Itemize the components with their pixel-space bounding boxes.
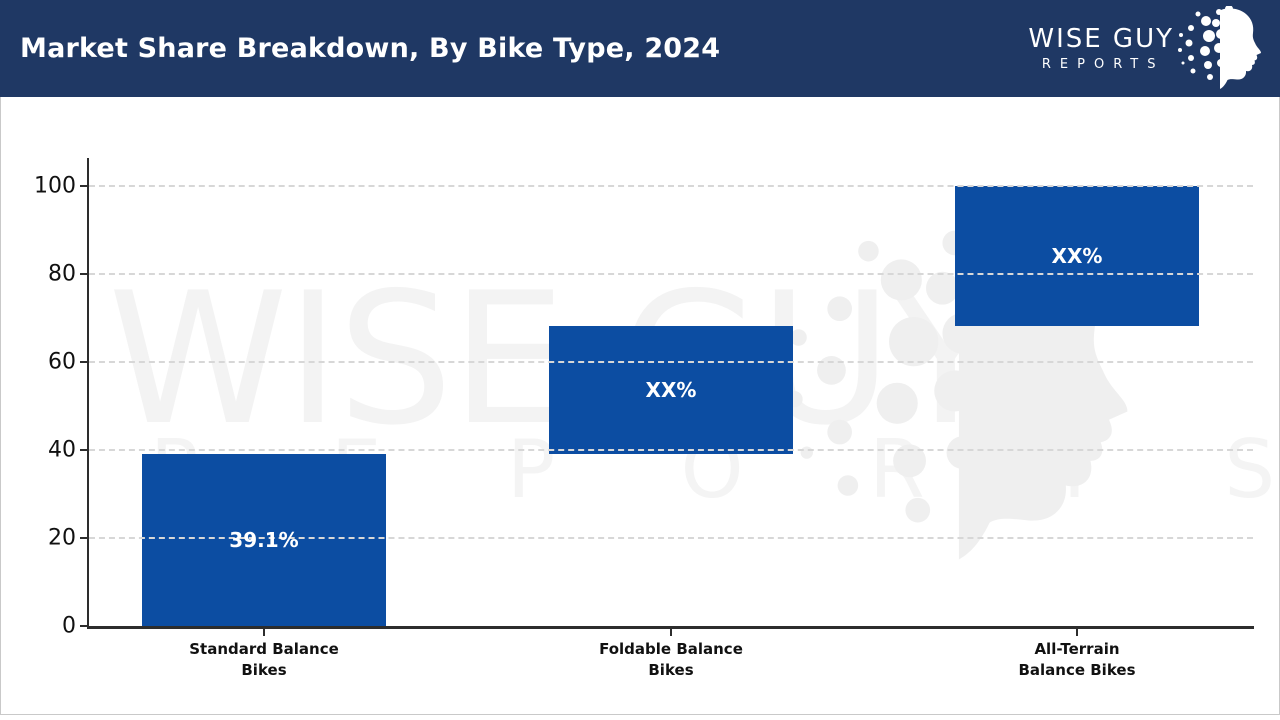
x-tick-mark: [1076, 629, 1078, 636]
x-category-label: Standard Balance Bikes: [189, 640, 339, 679]
bar-value-label: 39.1%: [229, 527, 299, 552]
x-axis-line: [87, 626, 1254, 629]
wiseguy-logo-text: WISE GUY REPORTS: [1028, 26, 1174, 71]
x-category-label: Foldable Balance Bikes: [599, 640, 743, 679]
bar-segment: [955, 186, 1199, 326]
y-tick-mark: [80, 273, 88, 275]
y-tick-label: 40: [48, 437, 76, 463]
y-tick-label: 20: [48, 525, 76, 551]
gridline: [89, 537, 1253, 539]
wiseguy-logo: WISE GUY REPORTS: [1028, 6, 1280, 91]
chart-title: Market Share Breakdown, By Bike Type, 20…: [20, 33, 721, 64]
bar-value-label: XX%: [645, 377, 697, 402]
y-tick-label: 80: [48, 261, 76, 287]
x-tick-mark: [263, 629, 265, 636]
bar-value-label: XX%: [1051, 243, 1103, 268]
header-band: Market Share Breakdown, By Bike Type, 20…: [0, 0, 1280, 97]
logo-face-icon: [1178, 6, 1261, 90]
y-tick-label: 0: [62, 613, 76, 639]
y-tick-mark: [80, 185, 88, 187]
bar-segment: [549, 325, 793, 454]
logo-wordmark: WISE GUY: [1028, 24, 1174, 54]
y-axis-line: [87, 158, 89, 628]
y-tick-label: 60: [48, 349, 76, 375]
y-tick-label: 100: [34, 173, 76, 199]
y-tick-mark: [80, 625, 88, 627]
y-tick-mark: [80, 449, 88, 451]
y-tick-mark: [80, 537, 88, 539]
bar-segment: [142, 453, 386, 626]
gridline: [89, 273, 1253, 275]
x-tick-mark: [670, 629, 672, 636]
gridline: [89, 449, 1253, 451]
x-category-label: All-Terrain Balance Bikes: [1018, 640, 1136, 679]
gridline: [89, 185, 1253, 187]
logo-subtitle: REPORTS: [1041, 57, 1165, 72]
y-tick-mark: [80, 361, 88, 363]
gridline: [89, 361, 1253, 363]
